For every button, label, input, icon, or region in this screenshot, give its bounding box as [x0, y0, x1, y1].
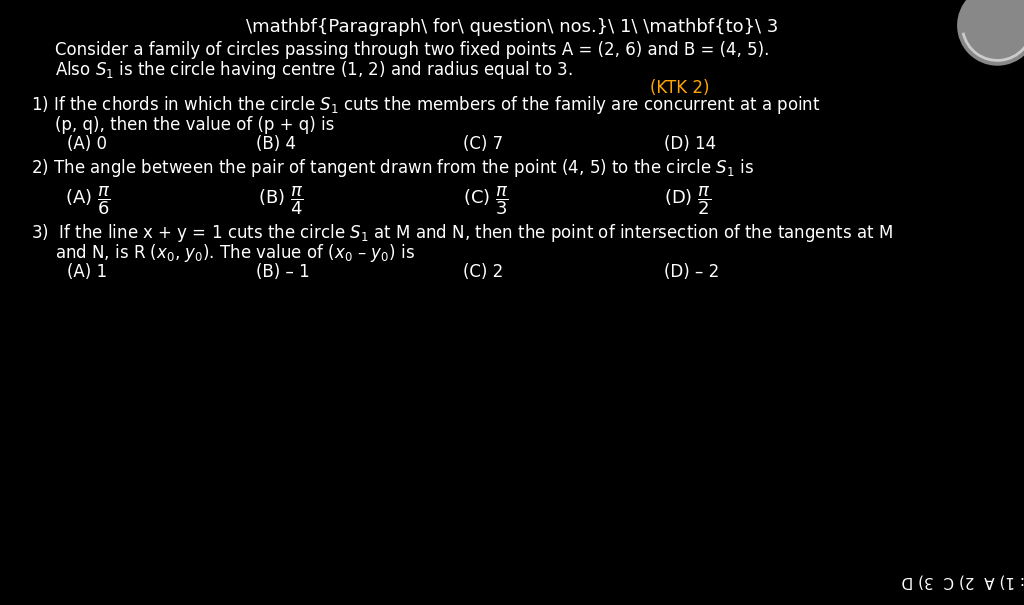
Text: \mathbf{Paragraph\ for\ question\ nos.}\ 1\ \mathbf{to}\ 3: \mathbf{Paragraph\ for\ question\ nos.}\… — [246, 18, 778, 36]
Text: (D) – 2: (D) – 2 — [664, 263, 719, 281]
Text: (A) 0: (A) 0 — [67, 135, 106, 153]
Text: (B) – 1: (B) – 1 — [256, 263, 309, 281]
Text: and N, is R ($x_0$, $y_0$). The value of ($x_0$ – $y_0$) is: and N, is R ($x_0$, $y_0$). The value of… — [55, 242, 415, 264]
Text: (A) $\dfrac{\pi}{6}$: (A) $\dfrac{\pi}{6}$ — [65, 185, 110, 217]
Text: (D) $\dfrac{\pi}{2}$: (D) $\dfrac{\pi}{2}$ — [664, 185, 711, 217]
Text: (A) 1: (A) 1 — [67, 263, 106, 281]
Text: 3)  If the line x + y = 1 cuts the circle $S_1$ at M and N, then the point of in: 3) If the line x + y = 1 cuts the circle… — [31, 222, 893, 244]
Text: (p, q), then the value of (p + q) is: (p, q), then the value of (p + q) is — [55, 116, 335, 134]
Text: Consider a family of circles passing through two fixed points A = (2, 6) and B =: Consider a family of circles passing thr… — [55, 41, 770, 59]
Text: (C) 7: (C) 7 — [463, 135, 503, 153]
Text: (B) $\dfrac{\pi}{4}$: (B) $\dfrac{\pi}{4}$ — [258, 185, 303, 217]
Text: (B) 4: (B) 4 — [256, 135, 296, 153]
Text: Ans: 1) A  2) C  3) D: Ans: 1) A 2) C 3) D — [901, 574, 1024, 588]
Text: 2) The angle between the pair of tangent drawn from the point (4, 5) to the circ: 2) The angle between the pair of tangent… — [31, 157, 754, 179]
Text: 1) If the chords in which the circle $S_1$ cuts the members of the family are co: 1) If the chords in which the circle $S_… — [31, 94, 820, 116]
Text: (KTK 2): (KTK 2) — [650, 79, 710, 97]
Text: Also $S_1$ is the circle having centre (1, 2) and radius equal to 3.: Also $S_1$ is the circle having centre (… — [55, 59, 573, 80]
Text: (C) $\dfrac{\pi}{3}$: (C) $\dfrac{\pi}{3}$ — [463, 185, 509, 217]
Text: (C) 2: (C) 2 — [463, 263, 503, 281]
Text: (D) 14: (D) 14 — [664, 135, 716, 153]
